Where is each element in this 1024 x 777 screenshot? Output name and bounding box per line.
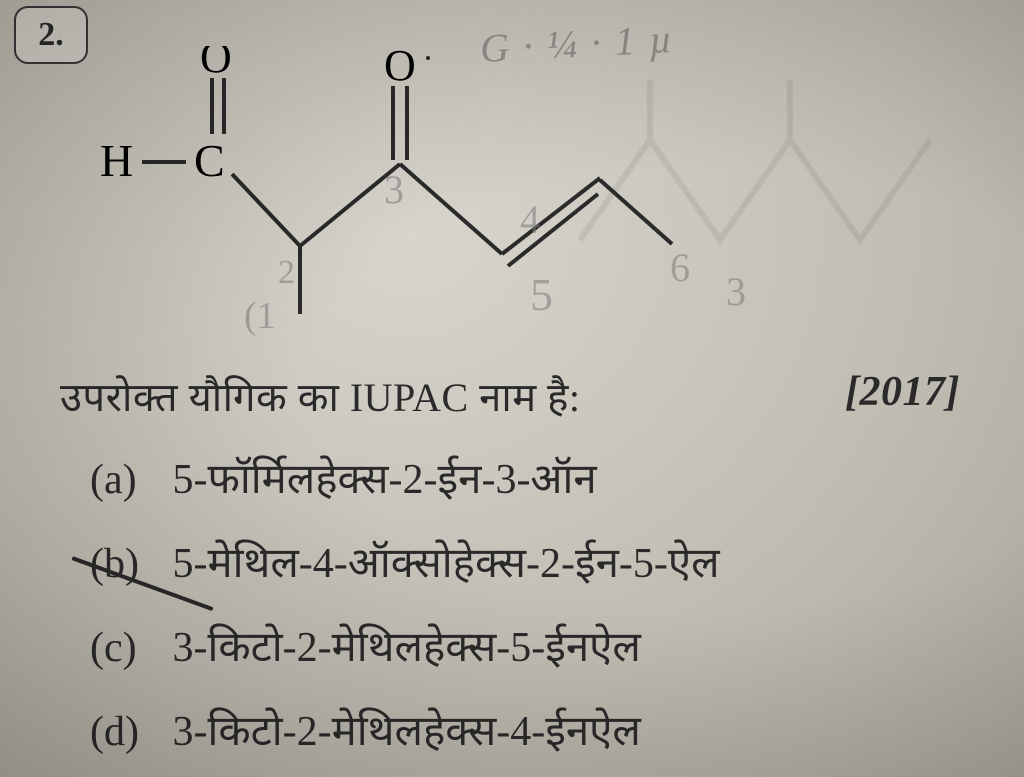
atom-O-right: O <box>384 46 416 90</box>
question-text: उपरोक्त यौगिक का IUPAC नाम है: <box>60 375 581 420</box>
pencil-num-1: (1 <box>244 294 276 338</box>
option-a-label: (a) <box>90 440 162 522</box>
atom-O-left: O <box>200 46 232 82</box>
option-a[interactable]: (a) 5-फॉर्मिलहेक्स-2-ईन-3-ऑन <box>90 440 720 522</box>
option-c-label: (c) <box>90 608 162 690</box>
pencil-num-5: 5 <box>530 268 553 321</box>
pencil-num-ch3: 3 <box>726 268 746 315</box>
pencil-num-6: 6 <box>670 244 690 291</box>
option-c-text: 3-किटो-2-मेथिलहेक्स-5-ईनऐल <box>173 625 641 671</box>
question-number-badge: 2. <box>14 6 88 64</box>
option-b-label: (b) <box>90 524 162 606</box>
option-d-text: 3-किटो-2-मेथिलहेक्स-4-ईनऐल <box>173 709 641 755</box>
question-number: 2. <box>38 16 64 54</box>
chemical-structure: H C O O <box>100 46 720 336</box>
year-tag: [2017] <box>845 368 960 416</box>
option-d[interactable]: (d) 3-किटो-2-मेथिलहेक्स-4-ईनऐल <box>90 692 720 774</box>
option-d-label: (d) <box>90 692 162 774</box>
exam-page: 2. G · ¼ · 1 µ H C O <box>0 0 1024 777</box>
option-b[interactable]: (b) 5-मेथिल-4-ऑक्सोहेक्स-2-ईन-5-ऐल <box>90 524 720 606</box>
option-c[interactable]: (c) 3-किटो-2-मेथिलहेक्स-5-ईनऐल <box>90 608 720 690</box>
pencil-num-4: 4 <box>520 196 540 243</box>
options-block: (a) 5-फॉर्मिलहेक्स-2-ईन-3-ऑन (b) 5-मेथिल… <box>90 440 720 776</box>
pencil-num-3: 3 <box>384 166 404 213</box>
question-line: उपरोक्त यौगिक का IUPAC नाम है: [2017] <box>60 368 970 423</box>
structure-svg: H C O O <box>100 46 720 336</box>
pencil-num-2: 2 <box>278 254 295 292</box>
option-a-text: 5-फॉर्मिलहेक्स-2-ईन-3-ऑन <box>173 457 597 503</box>
atom-C: C <box>194 135 225 186</box>
atom-H: H <box>100 135 133 186</box>
option-b-text: 5-मेथिल-4-ऑक्सोहेक्स-2-ईन-5-ऐल <box>173 541 720 587</box>
